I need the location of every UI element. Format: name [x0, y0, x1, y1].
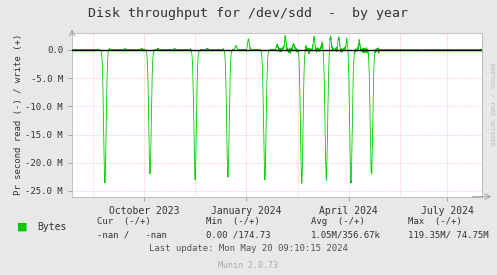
Text: -nan /   -nan: -nan / -nan	[97, 231, 167, 240]
Text: 1.05M/356.67k: 1.05M/356.67k	[311, 231, 381, 240]
Text: Min  (-/+): Min (-/+)	[206, 217, 260, 226]
Text: Cur  (-/+): Cur (-/+)	[97, 217, 151, 226]
Text: Bytes: Bytes	[37, 222, 67, 232]
Text: Avg  (-/+): Avg (-/+)	[311, 217, 364, 226]
Text: RRDTOOL / TOBI OETIKER: RRDTOOL / TOBI OETIKER	[490, 63, 495, 146]
Text: Last update: Mon May 20 09:10:15 2024: Last update: Mon May 20 09:10:15 2024	[149, 244, 348, 253]
Y-axis label: Pr second read (-) / write (+): Pr second read (-) / write (+)	[13, 34, 23, 196]
Text: Max  (-/+): Max (-/+)	[408, 217, 461, 226]
Text: 0.00 /174.73: 0.00 /174.73	[206, 231, 271, 240]
Text: ■: ■	[17, 222, 28, 232]
Text: 119.35M/ 74.75M: 119.35M/ 74.75M	[408, 231, 488, 240]
Text: Munin 2.0.73: Munin 2.0.73	[219, 261, 278, 270]
Text: Disk throughput for /dev/sdd  -  by year: Disk throughput for /dev/sdd - by year	[88, 7, 409, 20]
